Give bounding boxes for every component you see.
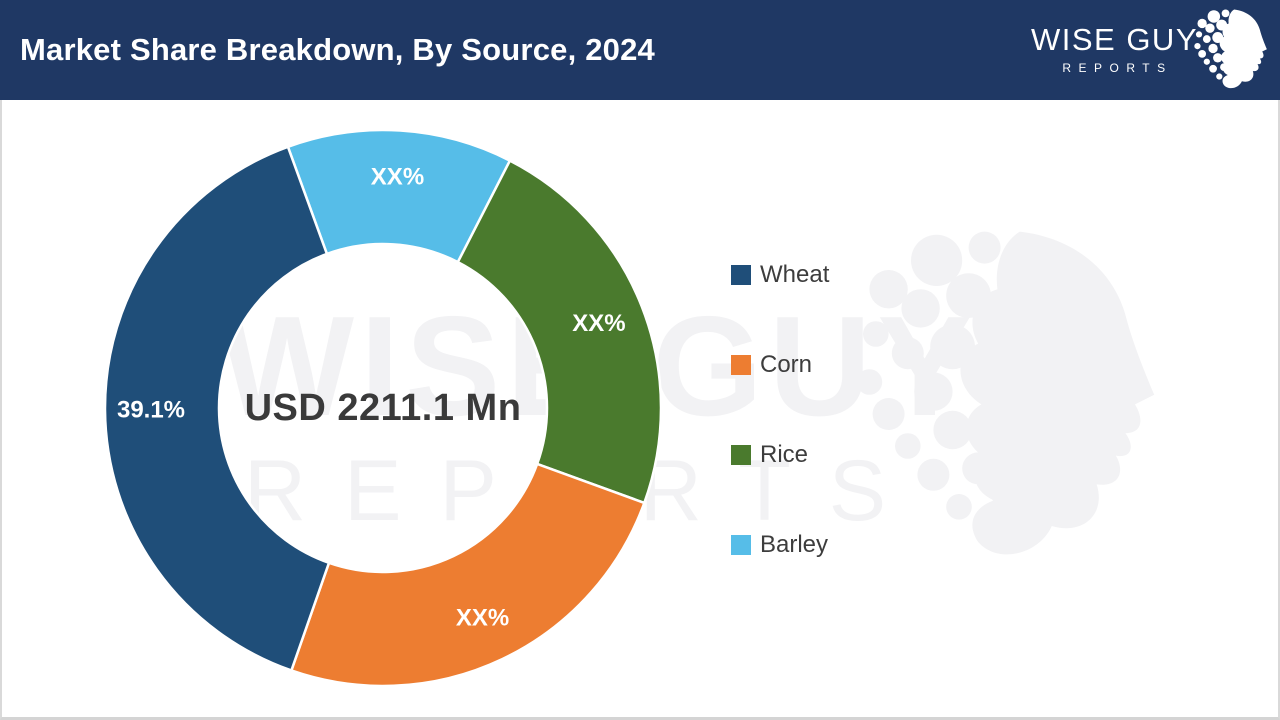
chart-area: WISE GUY REPORTS XX%XX%XX%39.1% USD 2211… [0, 100, 1280, 720]
legend-item-barley: Barley [731, 532, 828, 558]
brand-subtitle: REPORTS [1062, 61, 1173, 75]
header-bar: Market Share Breakdown, By Source, 2024 … [0, 0, 1280, 100]
legend-label: Barley [760, 531, 829, 558]
brand-name: WISE GUY [1030, 22, 1198, 57]
brand-logo: WISE GUY REPORTS [1031, 0, 1270, 100]
donut-segment-wheat [103, 145, 331, 673]
donut-svg: XX% XX% XX% 39.1% [103, 128, 663, 688]
legend-label: Wheat [760, 261, 830, 288]
chart-legend: Wheat Corn Rice Barley [731, 262, 991, 662]
legend-label: Rice [760, 441, 809, 468]
legend-swatch-barley [731, 535, 751, 555]
segment-label-wheat: 39.1% [117, 397, 185, 424]
legend-swatch-corn [731, 355, 751, 375]
legend-item-rice: Rice [731, 442, 808, 468]
donut-chart: XX% XX% XX% 39.1% USD 2211.1 Mn [102, 127, 664, 689]
brand-logo-text: WISE GUY REPORTS [1031, 24, 1198, 76]
legend-swatch-wheat [731, 265, 751, 285]
legend-item-wheat: Wheat [731, 262, 829, 288]
legend-swatch-rice [731, 445, 751, 465]
legend-item-corn: Corn [731, 352, 812, 378]
donut-segment-corn [289, 462, 646, 688]
page-title: Market Share Breakdown, By Source, 2024 [20, 32, 655, 67]
segment-label-barley: XX% [371, 163, 424, 190]
segment-label-rice: XX% [572, 310, 625, 337]
donut-segment-rice [456, 158, 663, 505]
brand-face-icon [1194, 9, 1267, 89]
legend-label: Corn [760, 351, 813, 378]
segment-label-corn: XX% [456, 605, 509, 632]
